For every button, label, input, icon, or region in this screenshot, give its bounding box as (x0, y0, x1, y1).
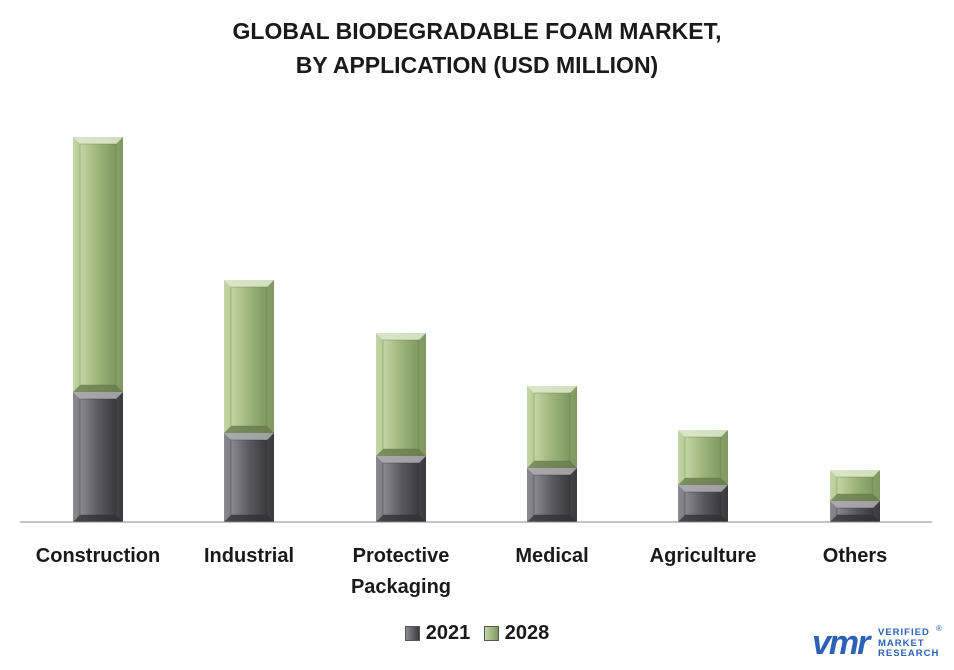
chart-title-line-1: GLOBAL BIODEGRADABLE FOAM MARKET, (232, 18, 722, 44)
vmr-logo-line-3: RESEARCH (878, 648, 940, 659)
bar-2028-others (830, 470, 880, 501)
bar-2021-protective-packaging (376, 456, 426, 522)
category-label-industrial: Industrial (204, 545, 294, 567)
legend-item-2028: 2028 (483, 622, 550, 645)
bar-2028-medical (527, 386, 577, 468)
category-label-medical: Medical (515, 545, 588, 567)
category-label-protective-packaging: Protective Packaging (351, 545, 451, 598)
vmr-logo: vmr VERIFIED MARKET RESEARCH ® (812, 624, 952, 662)
legend: 2021 2028 (0, 622, 954, 647)
chart-title-line-2: BY APPLICATION (USD MILLION) (295, 52, 659, 78)
vmr-logo-mark: vmr (812, 624, 870, 662)
legend-item-2021: 2021 (404, 622, 471, 645)
category-labels: Construction Industrial Protective Packagin… (36, 545, 887, 598)
bar-2028-industrial (224, 280, 274, 433)
category-label-agriculture: Agriculture (650, 545, 757, 567)
legend-label-2021: 2021 (425, 622, 471, 644)
legend-label-2028: 2028 (504, 622, 550, 644)
vmr-logo-line-1: VERIFIED (878, 627, 930, 638)
bar-chart: Construction Industrial Protective Packagin… (20, 137, 932, 598)
category-label-construction: Construction (36, 545, 160, 567)
bar-2028-protective-packaging (376, 333, 426, 456)
vmr-logo-registered-mark: ® (936, 624, 942, 633)
bar-2021-construction (73, 392, 123, 522)
bar-2028-construction (73, 137, 123, 392)
vmr-logo-line-2: MARKET (878, 637, 925, 649)
category-label-others: Others (823, 545, 887, 567)
vmr-logo-text: VERIFIED MARKET RESEARCH (878, 627, 940, 660)
bar-2021-industrial (224, 433, 274, 522)
bar-2021-medical (527, 468, 577, 522)
bar-2028-agriculture (678, 430, 728, 485)
bar-2021-agriculture (678, 485, 728, 522)
legend-swatch-2028 (483, 626, 499, 641)
legend-swatch-2021 (404, 626, 420, 641)
bars-group (73, 137, 880, 522)
chart-title: GLOBAL BIODEGRADABLE FOAM MARKET, BY APP… (0, 14, 954, 82)
bar-2021-others (830, 501, 880, 522)
